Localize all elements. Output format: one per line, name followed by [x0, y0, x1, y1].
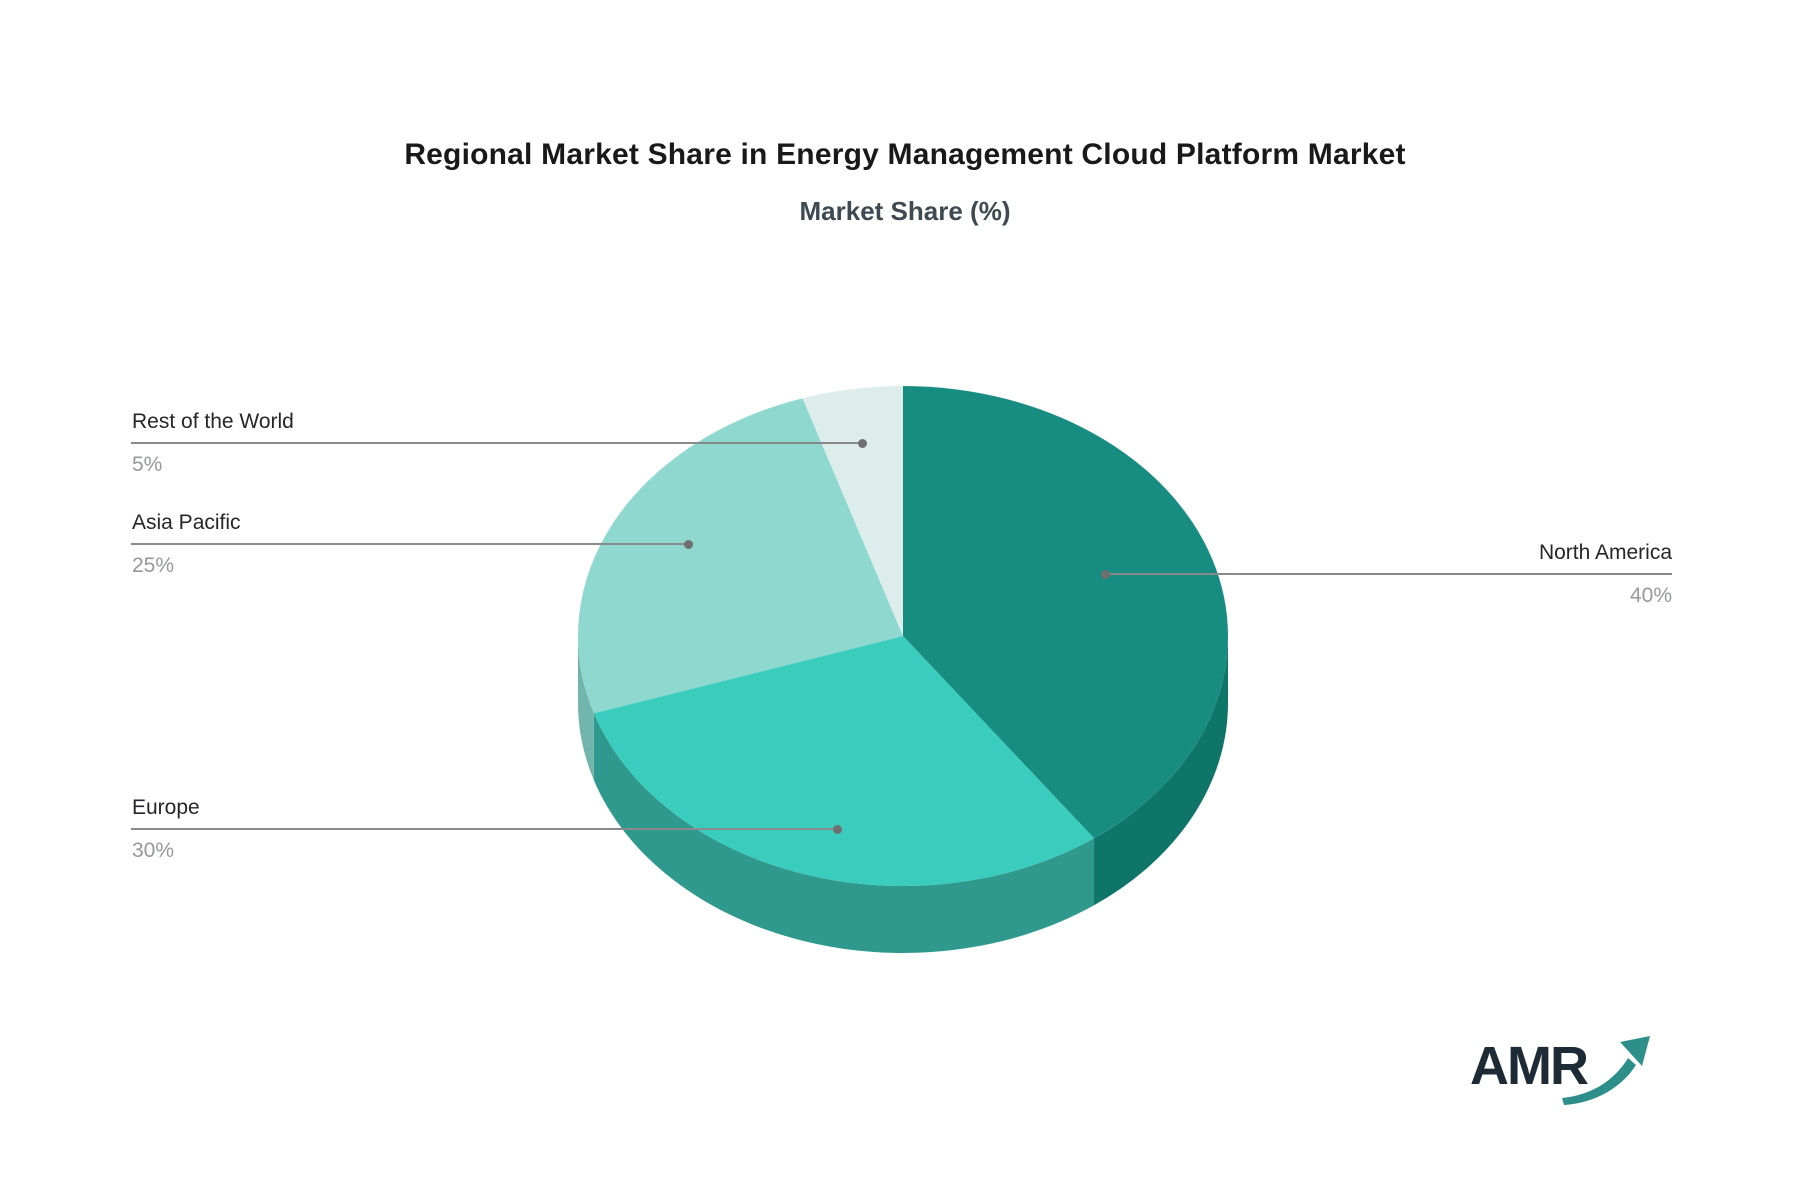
leader-dot-europe [833, 824, 842, 834]
leader-line-rest-of-the-world [131, 438, 867, 448]
leader-dot-asia-pacific [684, 539, 693, 549]
leader-line-asia-pacific [131, 539, 693, 549]
callout-value-europe: 30% [132, 839, 175, 862]
leader-line-north-america [1101, 569, 1672, 579]
leader-line-europe [131, 824, 842, 834]
leader-dot-rest-of-the-world [858, 438, 867, 448]
chart-subtitle: Market Share (%) [799, 196, 1011, 226]
callout-label-asia-pacific: Asia Pacific [132, 511, 241, 534]
pie-slice-europe[interactable] [593, 636, 1095, 886]
chart-title: Regional Market Share in Energy Manageme… [404, 138, 1406, 171]
callout-label-europe: Europe [132, 796, 200, 819]
pie-slice-side-north-america[interactable] [1094, 636, 1228, 906]
leader-dot-north-america [1101, 569, 1110, 579]
callout-value-rest-of-the-world: 5% [132, 453, 163, 476]
callout-value-asia-pacific: 25% [132, 554, 175, 577]
callout-label-rest-of-the-world: Rest of the World [132, 410, 294, 433]
pie-slice-rest-of-the-world[interactable] [802, 386, 903, 636]
pie-slice-side-europe[interactable] [593, 713, 1095, 953]
callout-label-north-america: North America [1538, 541, 1672, 564]
amr-logo: AMR [1470, 1032, 1656, 1106]
pie-slice-north-america[interactable] [903, 386, 1228, 839]
pie-slice-side-asia-pacific[interactable] [578, 636, 594, 781]
amr-logo-arrow-icon [1562, 1036, 1650, 1105]
amr-logo-text: AMR [1470, 1036, 1588, 1096]
pie-slice-asia-pacific[interactable] [578, 398, 903, 714]
callout-value-north-america: 40% [1629, 584, 1672, 607]
